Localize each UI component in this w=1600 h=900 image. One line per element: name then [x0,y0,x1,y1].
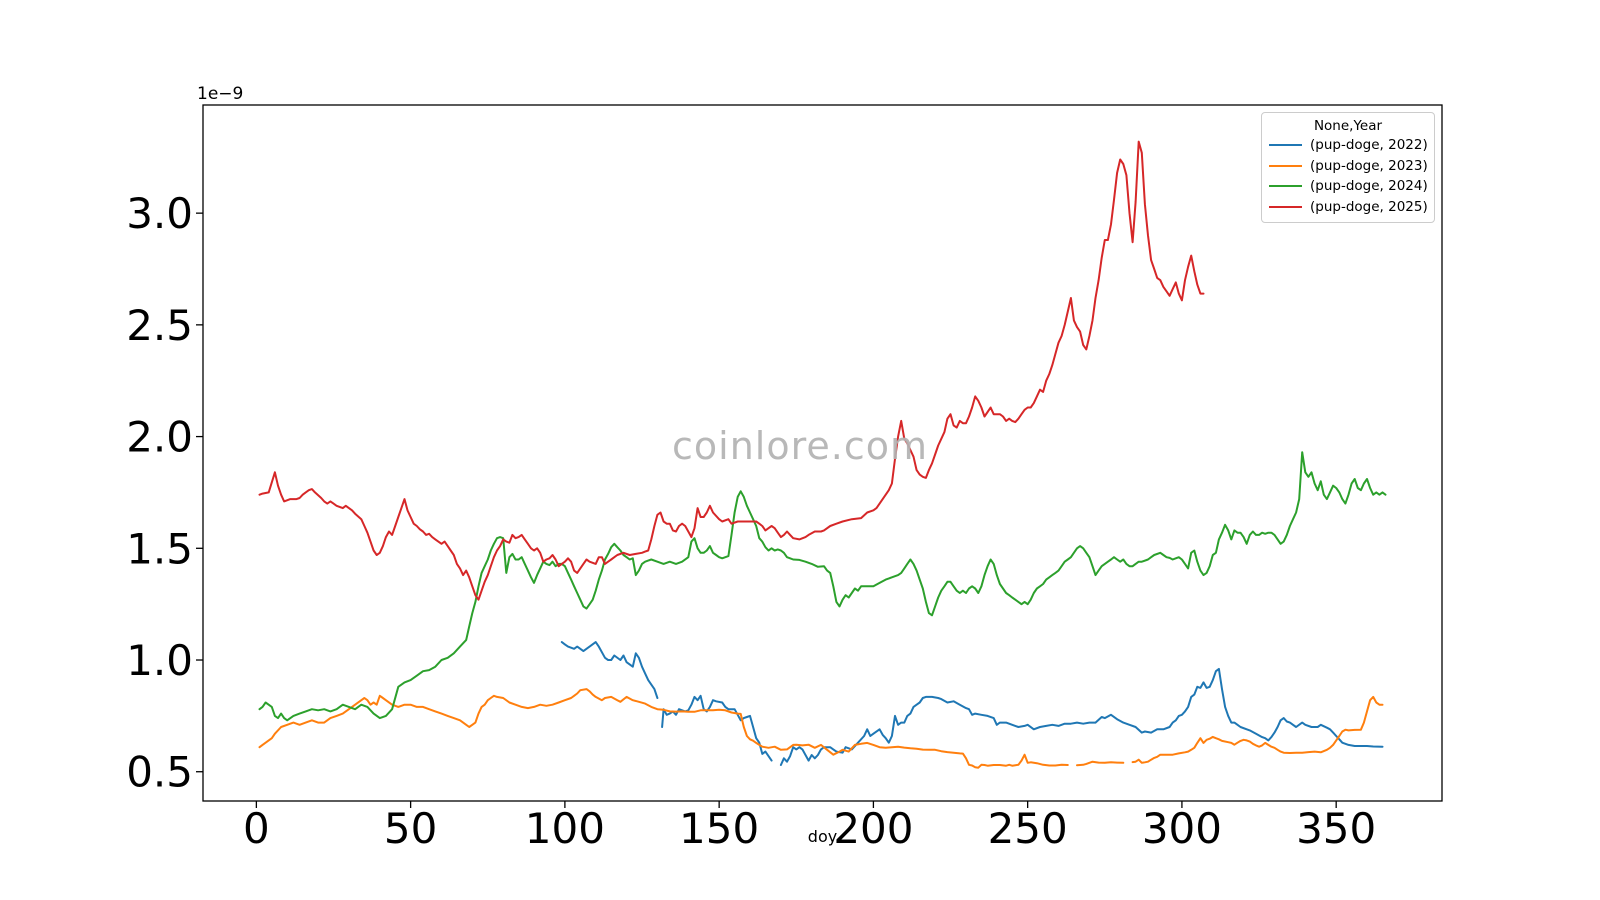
series-line-pup-doge-2023 [1076,760,1125,767]
x-tick-label: 250 [988,804,1068,853]
series-line-pup-doge-2023 [1131,695,1384,764]
legend-swatch [1269,205,1302,208]
legend-item-pup-doge-2022: (pup-doge, 2022) [1269,135,1428,156]
legend-label: (pup-doge, 2024) [1310,178,1428,195]
x-tick-label: 300 [1142,804,1222,853]
y-tick-label: 2.5 [126,301,193,350]
series-line-pup-doge-2022 [661,694,773,762]
series-line-pup-doge-2022 [779,667,1384,766]
legend-item-pup-doge-2025: (pup-doge, 2025) [1269,197,1428,218]
y-tick-label: 1.5 [126,524,193,573]
x-tick-label: 100 [525,804,605,853]
legend-title: None,Year [1313,118,1383,134]
legend-swatch [1269,185,1302,188]
x-tick-label: 200 [833,804,913,853]
y-tick-label: 0.5 [126,748,193,797]
series-line-pup-doge-2023 [258,688,1069,769]
axes-spines [202,104,1443,802]
legend-label: (pup-doge, 2023) [1310,157,1428,174]
series-line-pup-doge-2024 [258,451,1387,722]
y-tick-label: 2.0 [126,413,193,462]
legend-item-pup-doge-2024: (pup-doge, 2024) [1269,176,1428,197]
x-tick-label: 350 [1296,804,1376,853]
x-tick-label: 50 [384,804,437,853]
x-axis-label: doy [807,827,838,846]
legend-label: (pup-doge, 2022) [1310,137,1428,154]
y-axis-offset-label: 1e−9 [197,84,244,104]
legend: None,Year (pup-doge, 2022) (pup-doge, 202… [1261,112,1435,223]
legend-items: (pup-doge, 2022) (pup-doge, 2023) (pup-dog… [1269,135,1428,218]
series-line-pup-doge-2025 [258,140,1205,601]
legend-item-pup-doge-2023: (pup-doge, 2023) [1269,156,1428,177]
legend-label: (pup-doge, 2025) [1310,198,1428,215]
legend-swatch [1269,164,1302,167]
x-tick-label: 0 [243,804,270,853]
series-line-pup-doge-2022 [560,641,659,699]
x-tick-label: 150 [679,804,759,853]
watermark: coinlore.com [672,424,928,468]
y-tick-label: 1.0 [126,636,193,685]
legend-swatch [1269,144,1302,147]
y-tick-label: 3.0 [126,189,193,238]
